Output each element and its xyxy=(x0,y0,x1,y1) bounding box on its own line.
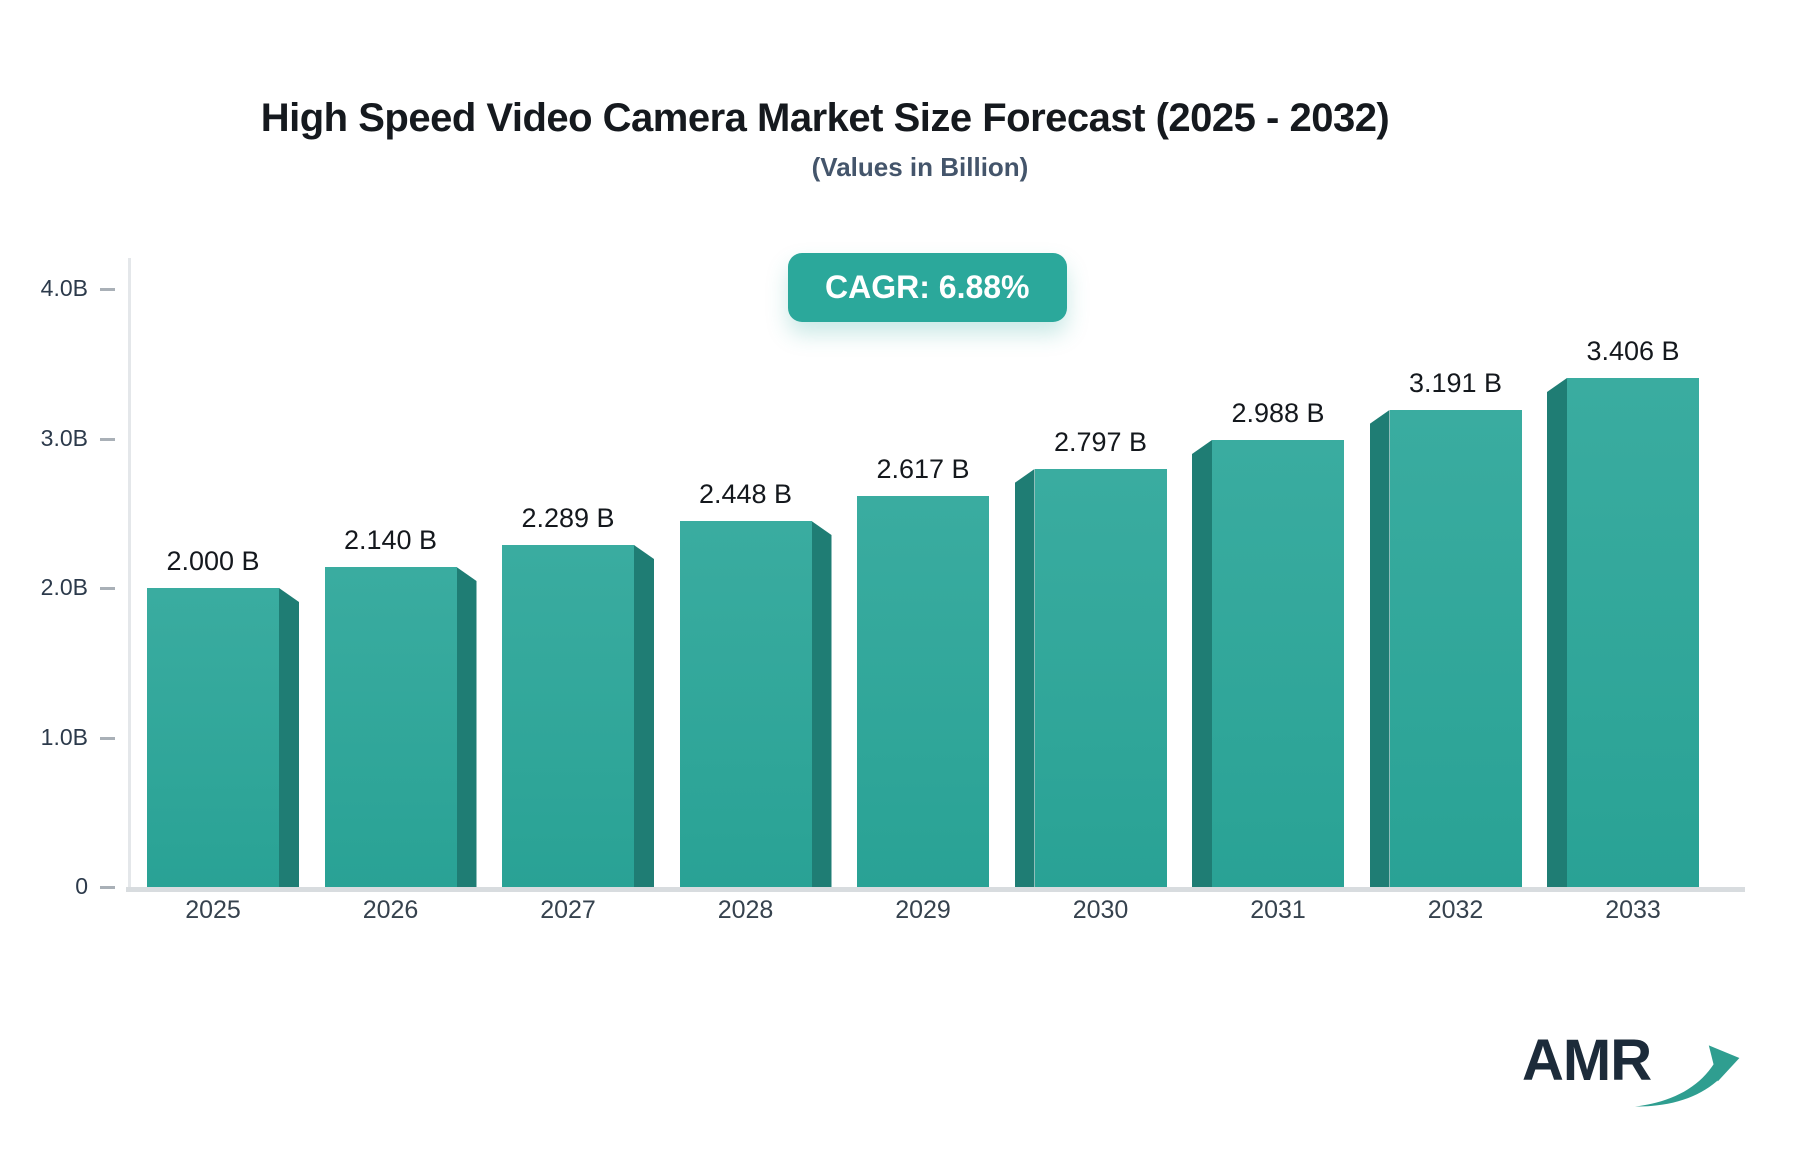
bar-front-face xyxy=(679,521,812,887)
x-axis-label-2026: 2026 xyxy=(362,896,419,924)
x-axis-baseline xyxy=(126,887,1745,892)
bar-value-label: 3.191 B xyxy=(1408,368,1503,398)
x-axis-label-2033: 2033 xyxy=(1605,896,1661,924)
x-axis-label-2027: 2027 xyxy=(540,896,596,924)
y-tick-label: 1.0B xyxy=(40,723,88,750)
x-axis-label-2030: 2030 xyxy=(1072,896,1129,924)
bar-2033 xyxy=(1546,378,1719,887)
bar-side-face xyxy=(1014,469,1035,887)
bar-value-label: 2.289 B xyxy=(521,503,615,533)
bar-value-label: 3.406 B xyxy=(1586,336,1680,366)
y-tick-dash xyxy=(100,437,115,441)
growth-arrow-icon xyxy=(1635,1045,1740,1107)
bar-side-face xyxy=(1547,378,1567,887)
bar-2028 xyxy=(659,521,832,887)
y-tick-dash xyxy=(100,587,115,590)
bar-side-face xyxy=(1369,410,1390,887)
bar-side-face xyxy=(1192,440,1212,887)
bar-side-face xyxy=(634,545,654,887)
bar-2030 xyxy=(1014,469,1187,887)
bar-front-face xyxy=(857,496,989,887)
bar-value-label: 2.000 B xyxy=(166,546,260,576)
chart-title: High Speed Video Camera Market Size Fore… xyxy=(260,96,1390,140)
amr-logo-text: AMR xyxy=(1522,1028,1652,1093)
x-axis-label-2031: 2031 xyxy=(1250,896,1306,924)
bar-2029 xyxy=(836,496,1009,887)
bar-front-face xyxy=(1212,440,1344,887)
bar-2025 xyxy=(126,588,299,887)
y-axis-line xyxy=(128,258,131,887)
y-tick-dash xyxy=(100,736,115,740)
x-axis-label-2032: 2032 xyxy=(1427,896,1484,924)
x-axis-label-2028: 2028 xyxy=(717,896,774,924)
y-tick-dash xyxy=(100,886,115,889)
bar-value-label: 2.797 B xyxy=(1053,427,1148,457)
bar-2027 xyxy=(481,545,654,887)
bar-side-face xyxy=(456,567,477,887)
bar-value-label: 2.988 B xyxy=(1231,398,1325,428)
bar-2026 xyxy=(304,567,477,887)
bar-front-face xyxy=(502,545,634,887)
cagr-badge: CAGR: 6.88% xyxy=(788,253,1067,322)
x-axis-label-2029: 2029 xyxy=(895,896,951,924)
bar-front-face xyxy=(1034,469,1167,887)
y-tick-label: 3.0B xyxy=(40,424,88,451)
y-tick-label: 0 xyxy=(75,873,88,899)
bar-front-face xyxy=(1389,410,1522,887)
bar-front-face xyxy=(324,567,457,887)
y-tick-label: 4.0B xyxy=(40,275,88,301)
bar-value-label: 2.448 B xyxy=(698,479,793,509)
bar-side-face xyxy=(811,521,832,887)
amr-logo: AMR xyxy=(1522,1032,1743,1114)
y-tick-dash xyxy=(100,288,115,291)
bar-front-face xyxy=(1567,378,1699,887)
bar-2031 xyxy=(1191,440,1364,887)
bar-side-face xyxy=(279,588,299,887)
x-axis-label-2025: 2025 xyxy=(185,896,241,924)
bar-value-label: 2.617 B xyxy=(876,454,970,484)
bar-front-face xyxy=(147,588,279,887)
bar-2032 xyxy=(1369,410,1542,887)
chart-subtitle: (Values in Billion) xyxy=(811,152,1029,182)
y-tick-label: 2.0B xyxy=(40,574,88,600)
bar-value-label: 2.140 B xyxy=(343,525,438,555)
